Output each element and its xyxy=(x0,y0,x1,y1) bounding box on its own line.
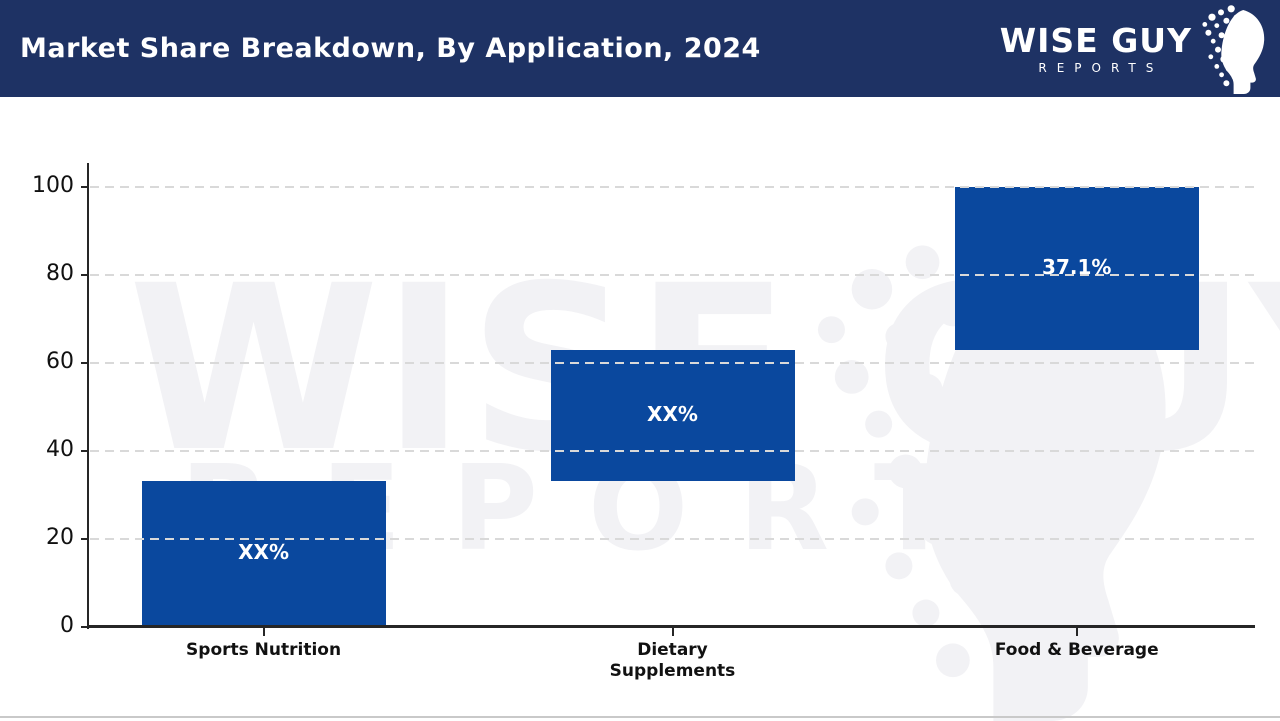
bar-dietary-supplements xyxy=(550,350,795,482)
category-label-food-beverage: Food & Beverage xyxy=(994,640,1159,660)
y-tick-mark-20 xyxy=(81,538,88,540)
x-axis-line xyxy=(87,625,1255,628)
gridline-40 xyxy=(90,450,1255,452)
bar-value-label-sports-nutrition: XX% xyxy=(238,540,290,565)
page-title: Market Share Breakdown, By Application, … xyxy=(20,33,761,64)
y-axis-spine xyxy=(87,163,89,629)
bottom-divider xyxy=(0,716,1280,718)
category-label-dietary-supplements: Dietary Supplements xyxy=(609,640,736,682)
y-tick-mark-80 xyxy=(81,274,88,276)
logo-wordmark: WISE GUY xyxy=(999,21,1192,60)
gridline-60 xyxy=(90,362,1255,364)
logo-subtitle: REPORTS xyxy=(1038,61,1164,75)
y-tick-label-100: 100 xyxy=(32,173,74,198)
category-label-sports-nutrition: Sports Nutrition xyxy=(186,640,342,660)
bar-sports-nutrition xyxy=(141,481,386,627)
gridline-100 xyxy=(90,186,1255,188)
y-tick-mark-60 xyxy=(81,362,88,364)
x-tick-mark-food-beverage xyxy=(1075,628,1078,636)
y-tick-mark-100 xyxy=(81,186,88,188)
header-bar: Market Share Breakdown, By Application, … xyxy=(0,0,1280,97)
bar-value-label-food-beverage: 37.1% xyxy=(1042,254,1112,279)
y-tick-label-80: 80 xyxy=(46,261,74,286)
y-tick-label-20: 20 xyxy=(46,525,74,550)
gridline-80 xyxy=(90,274,1255,276)
y-tick-label-40: 40 xyxy=(46,437,74,462)
x-tick-mark-dietary-supplements xyxy=(671,628,674,636)
y-tick-mark-40 xyxy=(81,450,88,452)
wise-guy-logo: WISE GUY REPORTS xyxy=(1000,5,1272,94)
logo-face-icon xyxy=(1202,5,1265,94)
logo-text: WISE GUY REPORTS xyxy=(1000,24,1192,74)
bar-value-label-dietary-supplements: XX% xyxy=(647,401,698,426)
bar-food-beverage xyxy=(954,187,1199,351)
y-tick-mark-0 xyxy=(81,626,88,628)
y-tick-label-0: 0 xyxy=(60,613,74,638)
y-tick-label-60: 60 xyxy=(46,349,74,374)
gridline-20 xyxy=(90,538,1255,540)
x-tick-mark-sports-nutrition xyxy=(262,628,265,636)
